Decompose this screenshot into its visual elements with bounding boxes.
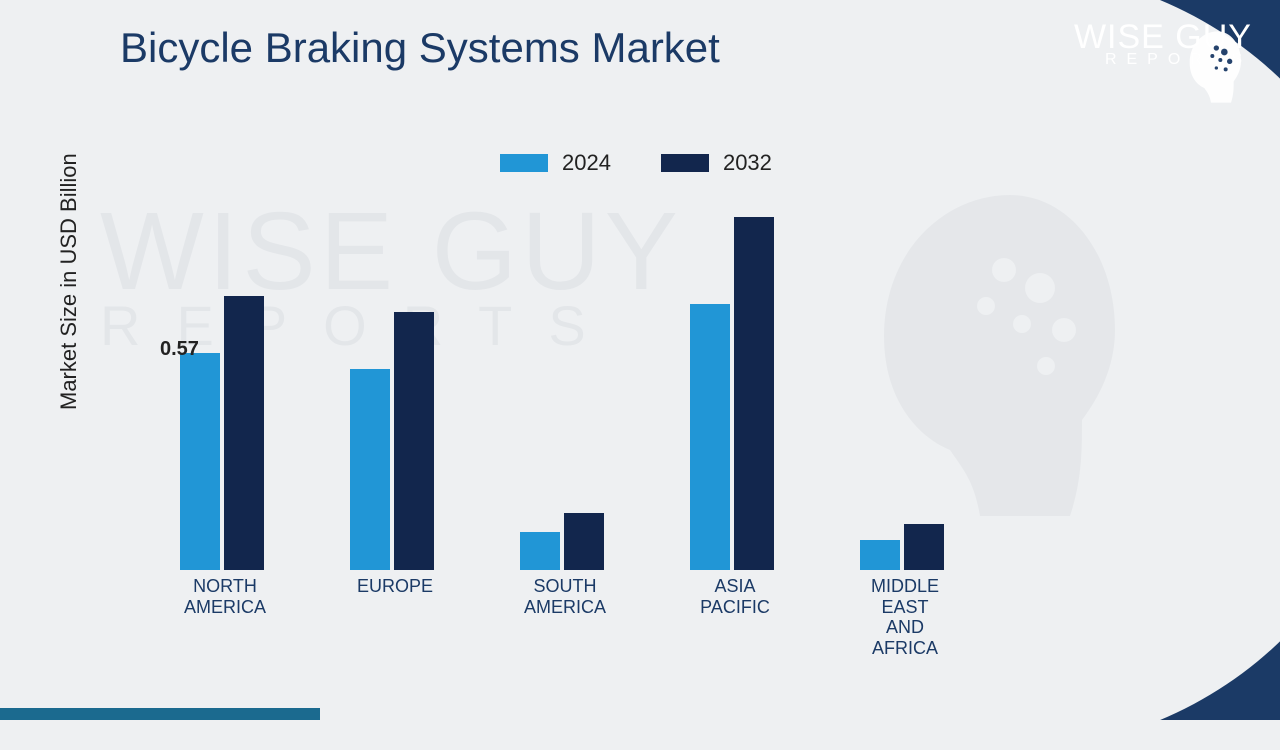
plot-area: NORTH AMERICA0.57EUROPESOUTH AMERICAASIA… (140, 190, 960, 570)
chart-area: Market Size in USD Billion NORTH AMERICA… (60, 150, 980, 670)
bar-value-label: 0.57 (160, 338, 199, 361)
x-axis-label: SOUTH AMERICA (495, 576, 635, 617)
bar-2032 (734, 217, 774, 570)
x-axis-label: ASIA PACIFIC (665, 576, 805, 617)
chart-canvas: WISE GUY REPORTS Bicycle Braking Systems… (0, 0, 1280, 720)
bar-2024 (350, 369, 390, 570)
brand-logo: WISE GUY REPORTS (1074, 18, 1252, 69)
x-axis-label: NORTH AMERICA (155, 576, 295, 617)
bar-2032 (904, 524, 944, 570)
chart-title: Bicycle Braking Systems Market (120, 24, 720, 72)
bar-2032 (224, 296, 264, 570)
bar-2024 (690, 304, 730, 570)
bar-2024 (520, 532, 560, 570)
bar-2024 (180, 353, 220, 570)
y-axis-label: Market Size in USD Billion (56, 153, 82, 410)
bar-2032 (564, 513, 604, 570)
bar-2032 (394, 312, 434, 570)
x-axis-label: EUROPE (325, 576, 465, 597)
x-axis-label: MIDDLE EAST AND AFRICA (835, 576, 975, 659)
bottom-accent-bar (0, 708, 320, 720)
bar-2024 (860, 540, 900, 570)
logo-head-icon (1176, 28, 1246, 108)
